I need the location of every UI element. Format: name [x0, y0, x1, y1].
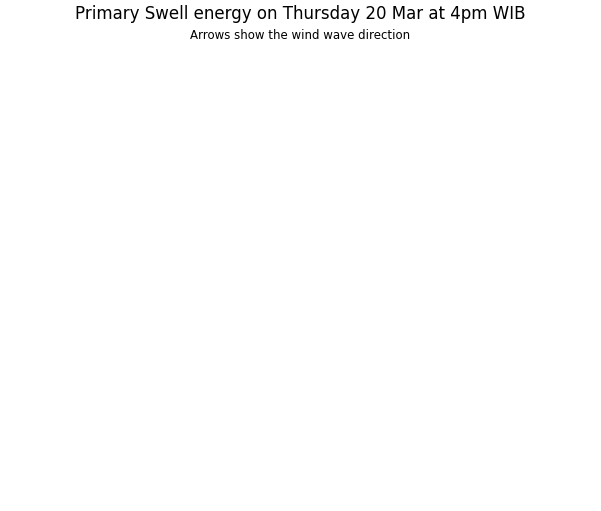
Text: cartopy required: cartopy required [243, 270, 358, 284]
Text: Primary Swell energy on Thursday 20 Mar at 4pm WIB: Primary Swell energy on Thursday 20 Mar … [75, 5, 526, 23]
Text: Arrows show the wind wave direction: Arrows show the wind wave direction [191, 29, 410, 42]
